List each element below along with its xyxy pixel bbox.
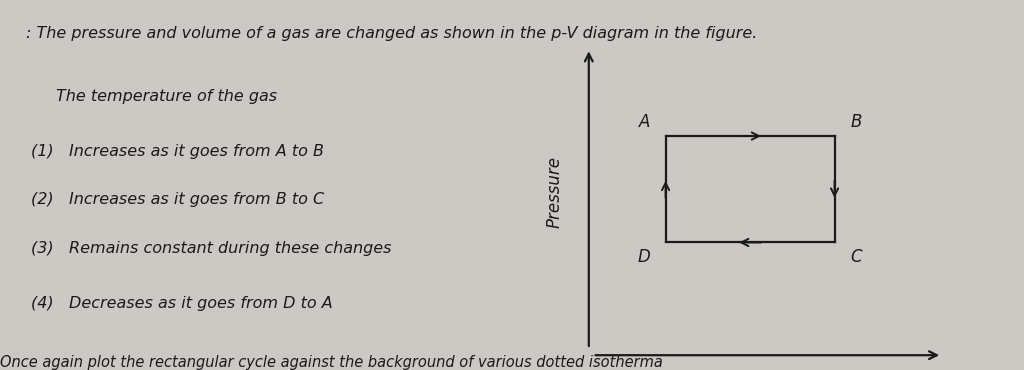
- Text: Once again plot the rectangular cycle against the background of various dotted i: Once again plot the rectangular cycle ag…: [0, 355, 663, 370]
- Text: Pressure: Pressure: [545, 157, 563, 228]
- Text: (2)   Increases as it goes from B to C: (2) Increases as it goes from B to C: [31, 192, 324, 208]
- Text: D: D: [638, 248, 650, 266]
- Text: B: B: [850, 113, 862, 131]
- Text: C: C: [850, 248, 862, 266]
- Text: (3)   Remains constant during these changes: (3) Remains constant during these change…: [31, 240, 391, 256]
- Text: A: A: [638, 113, 650, 131]
- Text: The temperature of the gas: The temperature of the gas: [56, 89, 278, 104]
- Text: : The pressure and volume of a gas are changed as shown in the p-V diagram in th: : The pressure and volume of a gas are c…: [26, 26, 757, 41]
- Text: (4)   Decreases as it goes from D to A: (4) Decreases as it goes from D to A: [31, 296, 333, 311]
- Text: (1)   Increases as it goes from A to B: (1) Increases as it goes from A to B: [31, 144, 324, 159]
